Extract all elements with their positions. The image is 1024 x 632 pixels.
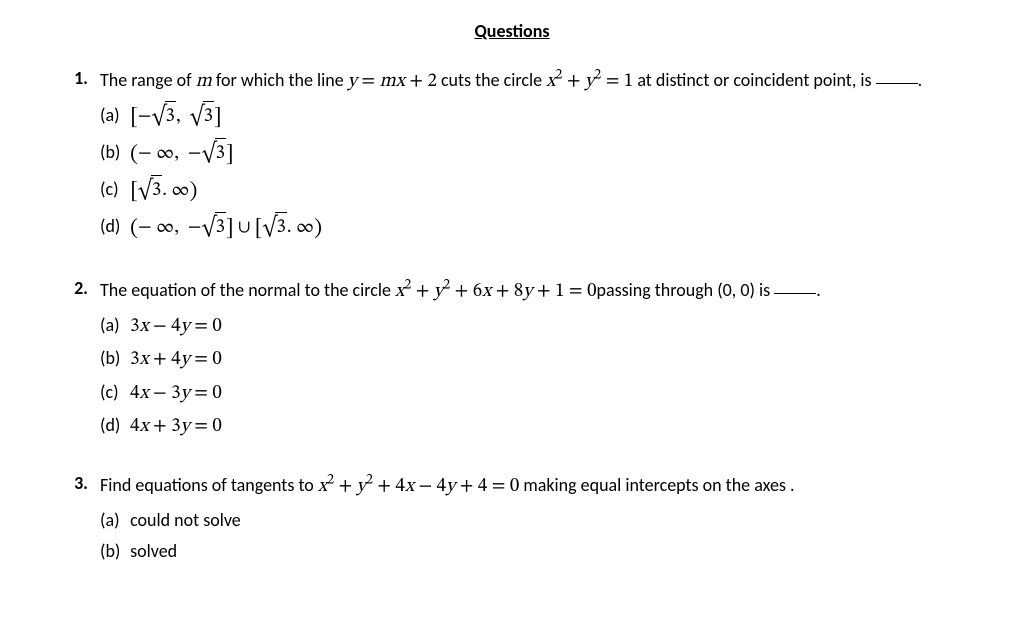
question-body: Find equations of tangents to x2 + y2 + … bbox=[100, 472, 974, 567]
option-a: (a) could not solve bbox=[100, 506, 974, 535]
option-label: (c) bbox=[100, 175, 126, 204]
option-b: (b) solved bbox=[100, 537, 974, 566]
question-1: 1. The range of m for which the line y =… bbox=[50, 67, 974, 249]
stem-math: x2 + y2 = 1 bbox=[546, 72, 633, 91]
option-label: (d) bbox=[100, 212, 126, 241]
page-title: Questions bbox=[50, 20, 974, 42]
option-a: (a) 3x − 4y = 0 bbox=[100, 311, 974, 342]
option-math: 4x + 3y = 0 bbox=[130, 417, 222, 436]
stem-math: y = mx + 2 bbox=[348, 72, 437, 91]
option-math: 3x − 4y = 0 bbox=[130, 317, 222, 336]
stem-text: cuts the circle bbox=[437, 69, 546, 91]
option-d: (d) 4x + 3y = 0 bbox=[100, 411, 974, 442]
question-number: 1. bbox=[50, 67, 100, 249]
option-label: (a) bbox=[100, 506, 126, 535]
option-label: (b) bbox=[100, 138, 126, 167]
option-a: (a) [−√3, √3] bbox=[100, 101, 974, 136]
option-label: (a) bbox=[100, 311, 126, 340]
options-list: (a) could not solve (b) solved bbox=[100, 506, 974, 566]
question-3: 3. Find equations of tangents to x2 + y2… bbox=[50, 472, 974, 567]
option-c: (c) [√3. ∞) bbox=[100, 175, 974, 210]
stem-text: The equation of the normal to the circle bbox=[100, 279, 395, 301]
stem-text: The range of bbox=[100, 69, 196, 91]
option-label: (b) bbox=[100, 537, 126, 566]
question-number: 3. bbox=[50, 472, 100, 567]
option-b: (b) 3x + 4y = 0 bbox=[100, 344, 974, 375]
stem-math: m bbox=[196, 72, 212, 91]
stem-text: passing through (0, 0) is bbox=[596, 279, 774, 301]
stem-text: Find equations of tangents to bbox=[100, 474, 318, 496]
option-b: (b) (− ∞, −√3] bbox=[100, 138, 974, 173]
question-stem: The range of m for which the line y = mx… bbox=[100, 67, 974, 97]
blank-line bbox=[876, 68, 918, 84]
option-math: 4x − 3y = 0 bbox=[130, 384, 222, 403]
option-math: 3x + 4y = 0 bbox=[130, 350, 222, 369]
stem-text: at distinct or coincident point, is bbox=[633, 69, 875, 91]
question-2: 2. The equation of the normal to the cir… bbox=[50, 277, 974, 444]
stem-math: x2 + y2 + 4x − 4y + 4 = 0 bbox=[318, 477, 519, 496]
option-label: (a) bbox=[100, 101, 126, 130]
option-math: (− ∞, −√3] ∪ [√3. ∞) bbox=[130, 218, 322, 237]
option-math: (− ∞, −√3] bbox=[130, 144, 234, 163]
option-c: (c) 4x − 3y = 0 bbox=[100, 378, 974, 409]
option-text: solved bbox=[130, 540, 177, 562]
option-text: could not solve bbox=[130, 509, 241, 531]
question-number: 2. bbox=[50, 277, 100, 444]
options-list: (a) 3x − 4y = 0 (b) 3x + 4y = 0 (c) 4x −… bbox=[100, 311, 974, 443]
stem-text: for which the line bbox=[212, 69, 348, 91]
stem-math: x2 + y2 + 6x + 8y + 1 = 0 bbox=[395, 282, 596, 301]
option-label: (b) bbox=[100, 344, 126, 373]
stem-text: making equal intercepts on the axes . bbox=[519, 474, 794, 496]
option-label: (d) bbox=[100, 411, 126, 440]
option-math: [√3. ∞) bbox=[130, 181, 197, 200]
option-d: (d) (− ∞, −√3] ∪ [√3. ∞) bbox=[100, 212, 974, 247]
question-stem: Find equations of tangents to x2 + y2 + … bbox=[100, 472, 974, 502]
option-label: (c) bbox=[100, 378, 126, 407]
blank-line bbox=[774, 278, 816, 294]
options-list: (a) [−√3, √3] (b) (− ∞, −√3] (c) [√3. ∞)… bbox=[100, 101, 974, 248]
question-stem: The equation of the normal to the circle… bbox=[100, 277, 974, 307]
question-body: The range of m for which the line y = mx… bbox=[100, 67, 974, 249]
question-body: The equation of the normal to the circle… bbox=[100, 277, 974, 444]
option-math: [−√3, √3] bbox=[130, 107, 222, 126]
